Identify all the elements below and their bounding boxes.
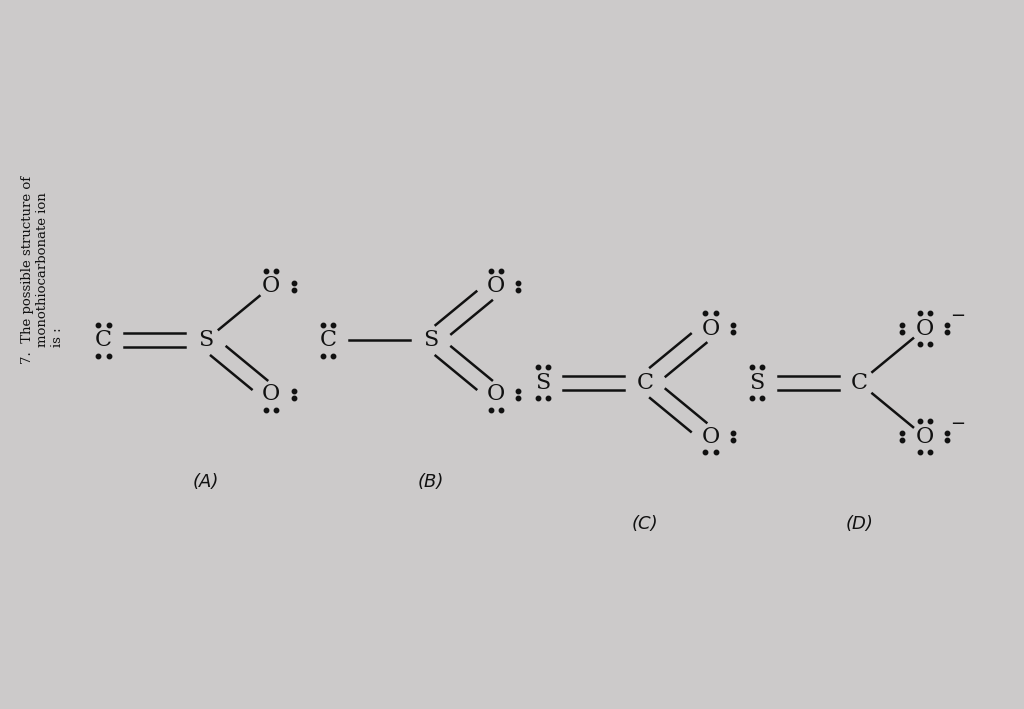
Text: −: − [950, 307, 965, 325]
Text: O: O [701, 426, 720, 448]
Text: (B): (B) [417, 473, 443, 491]
Text: (A): (A) [193, 473, 219, 491]
Text: C: C [95, 330, 112, 352]
Text: S: S [750, 372, 765, 393]
Text: O: O [262, 384, 281, 406]
Text: O: O [915, 426, 934, 448]
Text: (C): (C) [632, 515, 658, 533]
Text: O: O [915, 318, 934, 340]
Text: S: S [198, 330, 213, 352]
Text: C: C [319, 330, 337, 352]
Text: C: C [851, 372, 867, 393]
Text: O: O [486, 384, 505, 406]
Text: (D): (D) [845, 515, 873, 533]
Text: S: S [423, 330, 438, 352]
Text: C: C [636, 372, 653, 393]
Text: O: O [701, 318, 720, 340]
Text: O: O [486, 275, 505, 297]
Text: 7.  The possible structure of
    monothiocarbonate ion
    is :: 7. The possible structure of monothiocar… [20, 176, 63, 364]
Text: −: − [950, 415, 965, 433]
Text: O: O [262, 275, 281, 297]
Text: S: S [535, 372, 550, 393]
